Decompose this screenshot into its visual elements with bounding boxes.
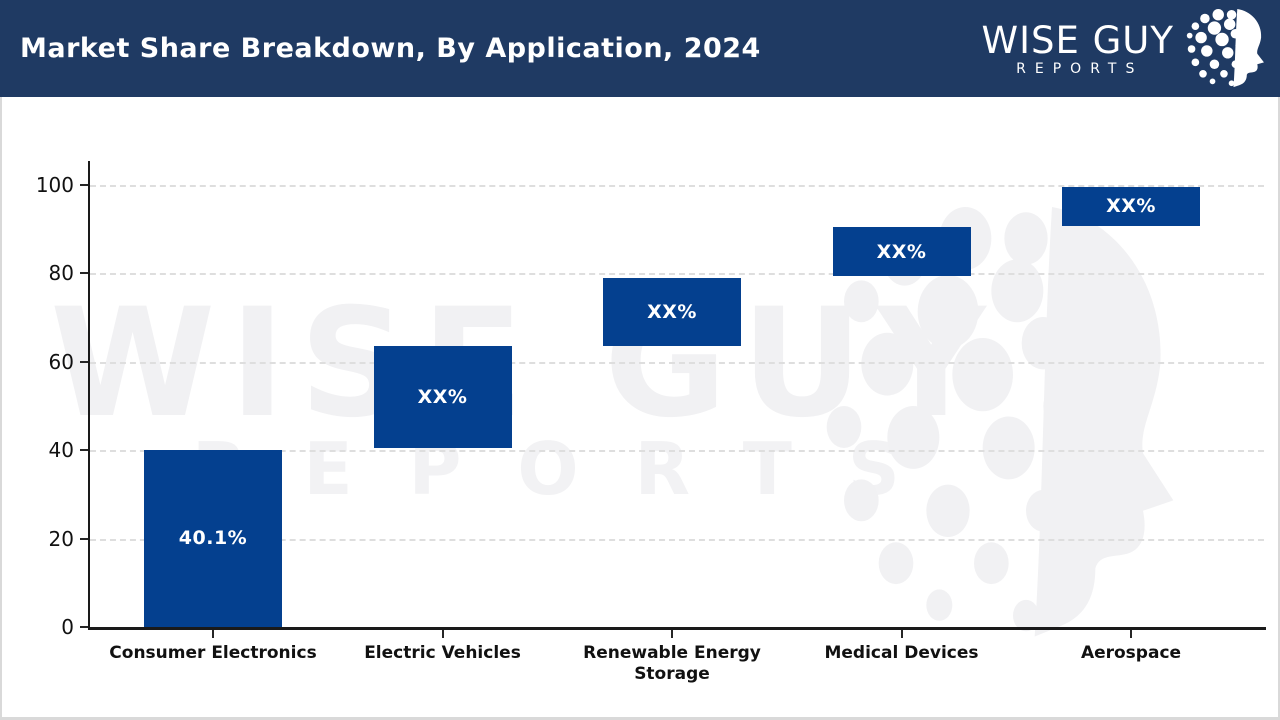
watermark-subtext: REPORTS [192, 427, 956, 511]
chart-title: Market Share Breakdown, By Application, … [20, 33, 761, 64]
x-tick-0 [212, 630, 214, 638]
y-tick-label-40: 40 [48, 438, 74, 463]
y-tick-label-100: 100 [35, 173, 74, 197]
x-category-label: Consumer Electronics [109, 643, 317, 663]
gridline-80 [90, 273, 1264, 276]
x-tick-3 [900, 630, 903, 638]
bar-value-label: XX% [876, 240, 927, 263]
bar-0: 40.1% [144, 449, 282, 627]
logo-face-icon [1186, 8, 1264, 87]
y-axis [88, 161, 90, 629]
y-tick-60 [80, 360, 88, 363]
gridline-100 [90, 185, 1264, 187]
y-tick-label-20: 20 [48, 526, 74, 551]
y-tick-20 [80, 537, 88, 540]
gridline-60 [90, 361, 1264, 364]
bar-1: XX% [373, 345, 512, 448]
logo-wordmark: WISE GUY REPORTS [982, 22, 1174, 76]
logo-wordmark-sub: REPORTS [1016, 60, 1144, 77]
y-tick-label-60: 60 [48, 349, 74, 374]
x-axis [88, 627, 1266, 630]
y-tick-80 [80, 272, 88, 275]
bar-value-label: XX% [647, 300, 697, 323]
bar-2: XX% [603, 277, 741, 346]
gridline-40 [90, 450, 1264, 453]
bar-value-label: XX% [1106, 195, 1156, 218]
x-tick-4 [1130, 630, 1132, 638]
wiseguy-logo: WISE GUY REPORTS [982, 8, 1266, 89]
y-tick-40 [80, 449, 88, 452]
x-category-label: Electric Vehicles [364, 643, 521, 663]
gridline-20 [90, 538, 1264, 541]
x-category-label: Renewable Energy Storage [583, 643, 761, 685]
bar-value-label: 40.1% [178, 527, 248, 550]
logo-wordmark-main: WISE GUY [981, 18, 1174, 62]
x-category-label: Medical Devices [824, 643, 979, 663]
header-bar: Market Share Breakdown, By Application, … [0, 0, 1280, 97]
bar-3: XX% [832, 226, 971, 277]
x-tick-2 [671, 630, 673, 638]
x-tick-1 [441, 630, 444, 638]
y-tick-100 [80, 184, 88, 186]
y-tick-label-0: 0 [61, 615, 74, 639]
x-category-label: Aerospace [1080, 643, 1182, 663]
bar-4: XX% [1062, 186, 1200, 227]
y-tick-label-80: 80 [48, 261, 74, 286]
chart-canvas: WISE GUY REPORTS 0 20 40 60 80 100 40.1% Consum… [0, 97, 1280, 720]
y-tick-0 [80, 626, 88, 628]
bar-value-label: XX% [417, 385, 468, 408]
